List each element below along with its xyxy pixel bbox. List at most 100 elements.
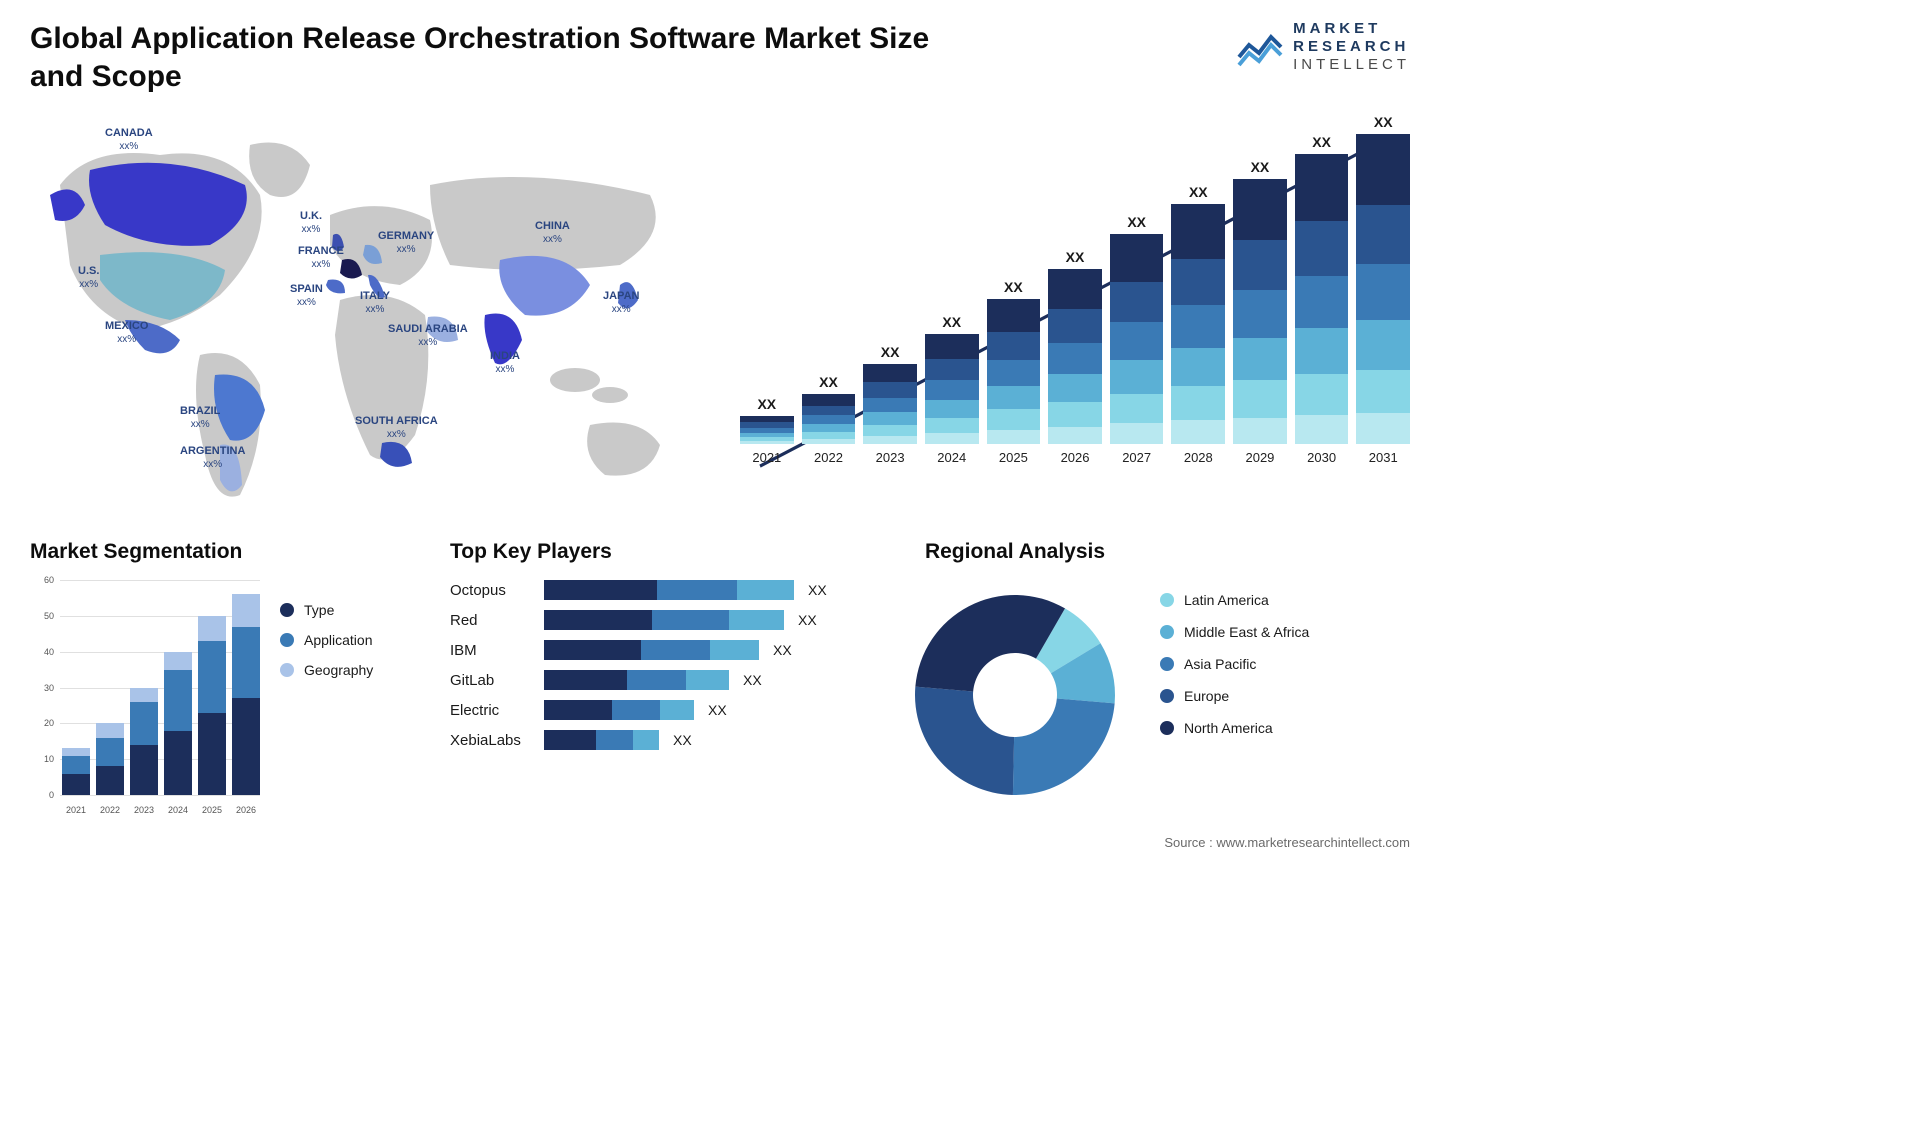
world-map-panel: CANADAxx%U.S.xx%MEXICOxx%BRAZILxx%ARGENT… xyxy=(30,115,700,510)
map-label-saudiarabia: SAUDI ARABIAxx% xyxy=(388,323,468,349)
key-players-panel: Top Key Players OctopusXXRedXXIBMXXGitLa… xyxy=(450,540,870,815)
map-label-germany: GERMANYxx% xyxy=(378,230,434,256)
growth-bar-2030: XX 2030 xyxy=(1295,134,1349,465)
source-text: Source : www.marketresearchintellect.com xyxy=(1164,835,1410,850)
growth-year-label: 2025 xyxy=(999,450,1028,465)
map-label-japan: JAPANxx% xyxy=(603,290,639,316)
reg-legend-item: North America xyxy=(1160,720,1309,736)
growth-bar-value: XX xyxy=(1127,214,1146,230)
map-label-india: INDIAxx% xyxy=(490,350,520,376)
seg-bar-2025 xyxy=(198,616,226,795)
growth-year-label: 2031 xyxy=(1369,450,1398,465)
seg-ytick: 60 xyxy=(30,575,54,585)
growth-bar-2023: XX 2023 xyxy=(863,344,917,465)
kp-label: Electric xyxy=(450,702,530,719)
seg-year-label: 2023 xyxy=(130,805,158,815)
legend-dot-icon xyxy=(1160,657,1174,671)
kp-value: XX xyxy=(673,732,692,748)
seg-ytick: 10 xyxy=(30,754,54,764)
kp-label: IBM xyxy=(450,642,530,659)
legend-label: Application xyxy=(304,632,373,648)
growth-bar-2031: XX2031 xyxy=(1356,114,1410,465)
reg-legend-item: Middle East & Africa xyxy=(1160,624,1309,640)
map-label-uk: U.K.xx% xyxy=(300,210,322,236)
kp-value: XX xyxy=(743,672,762,688)
map-label-southafrica: SOUTH AFRICAxx% xyxy=(355,415,438,441)
kp-value: XX xyxy=(708,702,727,718)
growth-year-label: 2021 xyxy=(752,450,781,465)
logo-icon xyxy=(1237,27,1283,67)
seg-legend-item: Application xyxy=(280,632,373,648)
growth-bar-value: XX xyxy=(1004,279,1023,295)
reg-legend-item: Europe xyxy=(1160,688,1309,704)
kp-row-gitlab: GitLab XX xyxy=(450,670,870,690)
growth-bar-2028: XX2028 xyxy=(1171,184,1225,465)
seg-year-label: 2024 xyxy=(164,805,192,815)
kp-row-electric: Electric XX xyxy=(450,700,870,720)
segmentation-title: Market Segmentation xyxy=(30,540,260,564)
growth-bar-2027: XX 2027 xyxy=(1110,214,1164,465)
seg-year-label: 2022 xyxy=(96,805,124,815)
segmentation-panel: Market Segmentation 01020304050602021202… xyxy=(30,540,420,815)
legend-dot-icon xyxy=(1160,593,1174,607)
growth-bar-2021: XX 2021 xyxy=(740,396,794,465)
map-label-us: U.S.xx% xyxy=(78,265,99,291)
map-label-brazil: BRAZILxx% xyxy=(180,405,220,431)
growth-bar-2029: XX2029 xyxy=(1233,159,1287,465)
kp-row-ibm: IBM XX xyxy=(450,640,870,660)
regional-panel: Regional Analysis Latin AmericaMiddle Ea… xyxy=(900,540,1400,815)
kp-label: Octopus xyxy=(450,582,530,599)
kp-value: XX xyxy=(773,642,792,658)
growth-year-label: 2030 xyxy=(1307,450,1336,465)
growth-bar-2025: XX 2025 xyxy=(987,279,1041,465)
map-label-canada: CANADAxx% xyxy=(105,127,153,153)
seg-ytick: 0 xyxy=(30,790,54,800)
seg-ytick: 50 xyxy=(30,611,54,621)
donut-slice-europe xyxy=(915,687,1014,795)
growth-year-label: 2027 xyxy=(1122,450,1151,465)
legend-label: Geography xyxy=(304,662,373,678)
seg-bar-2023 xyxy=(130,688,158,795)
seg-bar-2026 xyxy=(232,594,260,795)
kp-value: XX xyxy=(798,612,817,628)
legend-dot-icon xyxy=(1160,689,1174,703)
growth-bar-value: XX xyxy=(819,374,838,390)
kp-value: XX xyxy=(808,582,827,598)
growth-bar-value: XX xyxy=(1189,184,1208,200)
map-label-italy: ITALYxx% xyxy=(360,290,390,316)
kp-label: GitLab xyxy=(450,672,530,689)
seg-year-label: 2026 xyxy=(232,805,260,815)
logo-line1: MARKET xyxy=(1293,20,1410,38)
growth-bar-value: XX xyxy=(1312,134,1331,150)
seg-legend-item: Type xyxy=(280,602,373,618)
page-title: Global Application Release Orchestration… xyxy=(30,20,930,95)
growth-bar-value: XX xyxy=(1066,249,1085,265)
map-label-argentina: ARGENTINAxx% xyxy=(180,445,245,471)
segmentation-legend: Type Application Geography xyxy=(280,582,373,815)
legend-label: Asia Pacific xyxy=(1184,656,1256,672)
legend-label: Middle East & Africa xyxy=(1184,624,1309,640)
kp-row-xebialabs: XebiaLabsXX xyxy=(450,730,870,750)
seg-year-label: 2025 xyxy=(198,805,226,815)
reg-legend-item: Asia Pacific xyxy=(1160,656,1309,672)
seg-ytick: 20 xyxy=(30,718,54,728)
growth-year-label: 2023 xyxy=(876,450,905,465)
legend-dot-icon xyxy=(1160,625,1174,639)
legend-dot-icon xyxy=(280,633,294,647)
logo-line2: RESEARCH xyxy=(1293,38,1410,56)
regional-legend: Latin America Middle East & Africa Asia Pa… xyxy=(1160,582,1309,736)
seg-ytick: 40 xyxy=(30,647,54,657)
key-players-title: Top Key Players xyxy=(450,540,870,564)
donut-chart xyxy=(900,580,1130,810)
reg-legend-item: Latin America xyxy=(1160,592,1309,608)
legend-label: Europe xyxy=(1184,688,1229,704)
legend-dot-icon xyxy=(280,663,294,677)
growth-chart-panel: XX2021XX2022XX2023XX2024XX2025XX2026XX20… xyxy=(740,115,1410,510)
growth-bar-value: XX xyxy=(881,344,900,360)
map-label-china: CHINAxx% xyxy=(535,220,570,246)
legend-label: North America xyxy=(1184,720,1273,736)
growth-bar-2022: XX2022 xyxy=(802,374,856,465)
growth-year-label: 2026 xyxy=(1061,450,1090,465)
segmentation-chart: 0102030405060202120222023202420252026 xyxy=(30,580,260,815)
growth-bar-value: XX xyxy=(757,396,776,412)
